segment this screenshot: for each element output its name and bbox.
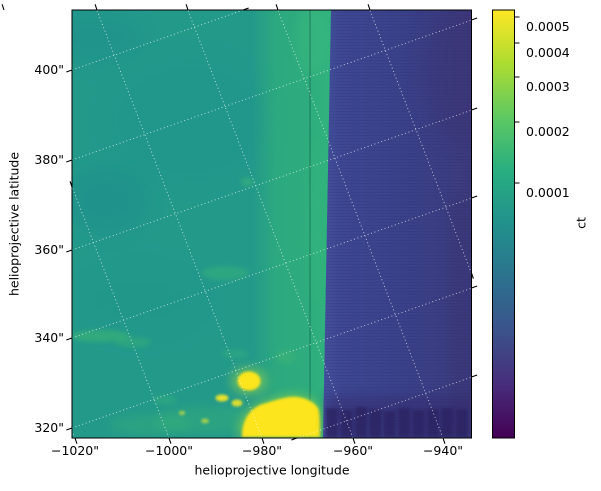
dark-block [326,408,338,437]
dark-block [398,408,410,437]
blob-small [232,400,243,407]
blob-small [216,395,229,402]
raster-image [0,0,535,491]
y-tick-label: 380" [34,153,64,167]
colorbar-title: ct [574,217,589,229]
bright-wisp [221,349,249,359]
blob-small [201,419,209,424]
y-tick-label: 400" [34,63,64,77]
blob-small [179,411,185,415]
dark-corner-patch [424,0,500,145]
x-tick-label: −960" [333,444,373,458]
figure: helioprojective longitude helioprojectiv… [0,0,601,491]
dark-block [441,408,453,437]
dark-patch [45,12,145,64]
colorbar-tick-label: 0.0002 [526,125,570,139]
dark-patch [70,260,210,340]
dark-block [340,410,352,437]
blob-core [238,372,261,391]
x-tick-label: −1020" [51,444,99,458]
colorbar-tick-label: 0.0003 [526,80,570,94]
off-limb-region [323,0,500,438]
x-tick-label: −940" [423,444,463,458]
colorbar [493,10,520,438]
bright-wisp [201,266,249,280]
colorbar-tick-label: 0.0001 [526,186,570,200]
dark-patch [65,166,149,234]
dark-patch [105,55,275,185]
colorbar-gradient [493,10,515,438]
x-axis-title: helioprojective longitude [194,463,349,478]
y-tick-label: 320" [34,421,64,435]
x-tick-label: −980" [242,444,282,458]
bright-strip-glow [297,5,329,75]
colorbar-tick-label: 0.0004 [526,46,570,60]
bright-wisp [153,395,177,405]
dark-block [369,409,381,437]
dark-block [456,409,468,437]
y-tick-label: 360" [34,243,64,257]
dark-block [355,407,367,437]
colorbar-ticks [515,17,520,183]
y-tick-label: 340" [34,331,64,345]
y-axis-title: helioprojective latitude [7,152,22,296]
plot-svg [0,0,601,491]
dark-block [427,409,439,437]
dark-block [412,410,424,437]
x-tick-label: −1000" [145,444,193,458]
colorbar-tick-label: 0.0005 [526,20,570,34]
dark-block [384,411,396,437]
bright-wisp [115,337,151,347]
bright-wisp [241,178,253,186]
